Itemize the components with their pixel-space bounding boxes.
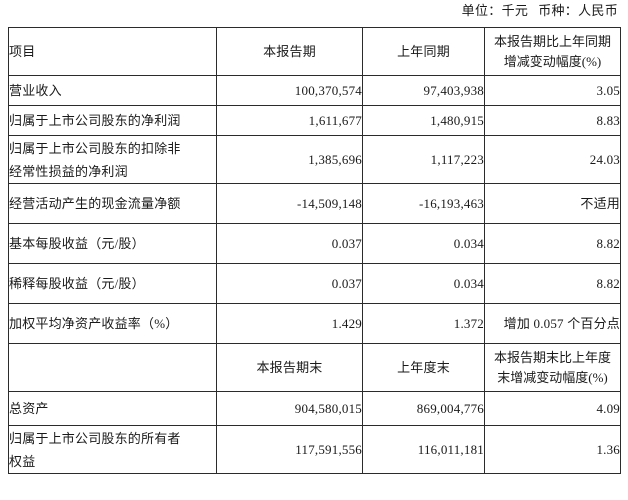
row-current-value: 1,611,677 — [216, 105, 363, 136]
row-label-line2: 权益 — [9, 453, 36, 469]
unit-currency-note: 单位：千元 币种：人民币 — [462, 2, 618, 20]
header-change-cell: 本报告期比上年同期 增减变动幅度(%) — [484, 27, 621, 76]
table-row: 经营活动产生的现金流量净额 -14,509,148 -16,193,463 不适… — [8, 183, 621, 224]
row-change-value: 不适用 — [484, 183, 621, 224]
unit-label: 单位： — [461, 3, 502, 18]
row-label: 营业收入 — [8, 75, 217, 106]
row-prior-value: 1.372 — [362, 303, 485, 344]
header2-item-cell — [8, 343, 217, 392]
currency-label: 币种： — [538, 3, 579, 18]
row-prior-value: 1,480,915 — [362, 105, 485, 136]
table-row: 归属于上市公司股东的净利润 1,611,677 1,480,915 8.83 — [8, 105, 621, 136]
header-change-line2: 增减变动幅度(%) — [503, 53, 602, 69]
row-change-value: 3.05 — [484, 75, 621, 106]
row-prior-value: 869,004,776 — [362, 391, 485, 426]
row-current-value: 1.429 — [216, 303, 363, 344]
header2-change-line1: 本报告期末比上年度 — [493, 349, 611, 365]
row-current-value: 100,370,574 — [216, 75, 363, 106]
row-prior-value: 116,011,181 — [362, 425, 485, 474]
header-prior-period-cell: 上年同期 — [362, 27, 485, 76]
table-row: 营业收入 100,370,574 97,403,938 3.05 — [8, 75, 621, 106]
table-row: 总资产 904,580,015 869,004,776 4.09 — [8, 391, 621, 426]
unit-value: 千元 — [501, 3, 529, 18]
row-label: 归属于上市公司股东的所有者 权益 — [8, 425, 217, 474]
row-current-value: 0.037 — [216, 223, 363, 264]
row-label: 经营活动产生的现金流量净额 — [8, 183, 217, 224]
header-current-period-cell: 本报告期 — [216, 27, 363, 76]
row-prior-value: 97,403,938 — [362, 75, 485, 106]
row-label: 加权平均净资产收益率（%） — [8, 303, 217, 344]
row-label: 归属于上市公司股东的净利润 — [8, 105, 217, 136]
row-change-value: 8.82 — [484, 263, 621, 304]
table-row: 基本每股收益（元/股） 0.037 0.034 8.82 — [8, 223, 621, 264]
row-label: 稀释每股收益（元/股） — [8, 263, 217, 304]
row-prior-value: 0.034 — [362, 263, 485, 304]
financial-summary-table: 项目 本报告期 上年同期 本报告期比上年同期 增减变动幅度(%) 营业收入 10… — [8, 27, 621, 474]
row-change-value: 增加 0.057 个百分点 — [484, 303, 621, 344]
row-current-value: 117,591,556 — [216, 425, 363, 474]
header-change-line1: 本报告期比上年同期 — [493, 33, 611, 49]
table-row: 归属于上市公司股东的所有者 权益 117,591,556 116,011,181… — [8, 425, 621, 474]
row-change-value: 8.83 — [484, 105, 621, 136]
row-label-line2: 经常性损益的净利润 — [9, 163, 128, 179]
row-label-line1: 归属于上市公司股东的扣除非 — [9, 140, 181, 156]
row-change-value: 24.03 — [484, 135, 621, 184]
row-label: 归属于上市公司股东的扣除非 经常性损益的净利润 — [8, 135, 217, 184]
row-prior-value: 1,117,223 — [362, 135, 485, 184]
header2-prior-period-cell: 上年度末 — [362, 343, 485, 392]
row-prior-value: -16,193,463 — [362, 183, 485, 224]
row-label: 总资产 — [8, 391, 217, 426]
table-header-row-period-end: 本报告期末 上年度末 本报告期末比上年度 末增减变动幅度(%) — [8, 343, 621, 392]
row-change-value: 8.82 — [484, 223, 621, 264]
row-prior-value: 0.034 — [362, 223, 485, 264]
row-current-value: 904,580,015 — [216, 391, 363, 426]
row-label-line1: 归属于上市公司股东的所有者 — [9, 430, 181, 446]
header2-change-line2: 末增减变动幅度(%) — [497, 369, 608, 385]
currency-value: 人民币 — [578, 3, 618, 18]
row-current-value: -14,509,148 — [216, 183, 363, 224]
table-row: 加权平均净资产收益率（%） 1.429 1.372 增加 0.057 个百分点 — [8, 303, 621, 344]
header-item-cell: 项目 — [8, 27, 217, 76]
header2-change-cell: 本报告期末比上年度 末增减变动幅度(%) — [484, 343, 621, 392]
table-row: 稀释每股收益（元/股） 0.037 0.034 8.82 — [8, 263, 621, 304]
header2-current-period-cell: 本报告期末 — [216, 343, 363, 392]
row-current-value: 1,385,696 — [216, 135, 363, 184]
table-header-row-period: 项目 本报告期 上年同期 本报告期比上年同期 增减变动幅度(%) — [8, 27, 621, 76]
row-change-value: 1.36 — [484, 425, 621, 474]
row-label: 基本每股收益（元/股） — [8, 223, 217, 264]
row-current-value: 0.037 — [216, 263, 363, 304]
row-change-value: 4.09 — [484, 391, 621, 426]
table-row: 归属于上市公司股东的扣除非 经常性损益的净利润 1,385,696 1,117,… — [8, 135, 621, 184]
